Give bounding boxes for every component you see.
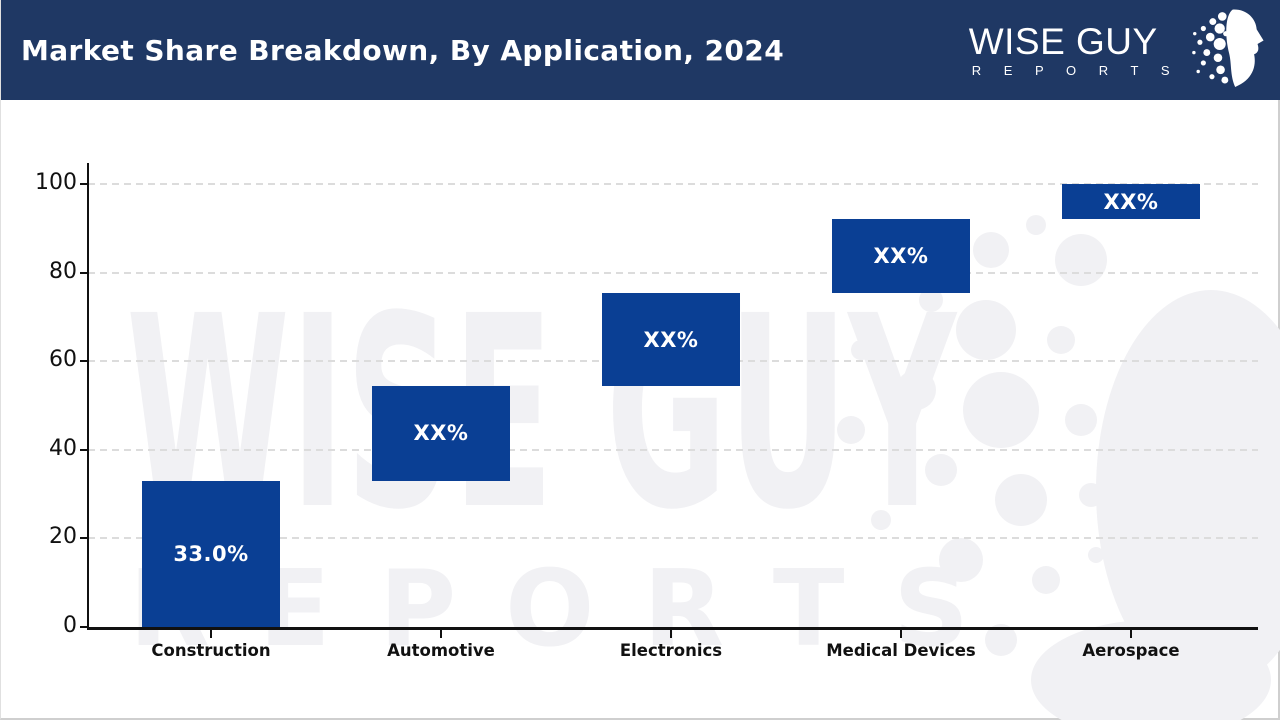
bar: XX% <box>372 385 510 481</box>
bar: XX% <box>602 293 740 386</box>
ytick-label: 0 <box>63 613 77 638</box>
bar: XX% <box>1062 184 1200 219</box>
bar-value-label: XX% <box>413 421 469 446</box>
xtick-mark <box>1130 630 1132 638</box>
ytick-label: 40 <box>49 435 77 461</box>
gridline <box>88 537 1258 540</box>
category-label: Electronics <box>619 641 723 660</box>
bar: XX% <box>832 218 970 294</box>
ytick-label: 20 <box>49 524 77 550</box>
y-axis-line <box>87 163 89 630</box>
logo-subtitle: R E P O R T S <box>971 62 1179 78</box>
ytick-mark <box>80 360 88 363</box>
xtick-mark <box>670 630 672 638</box>
bar-value-label: XX% <box>1103 189 1159 214</box>
ytick-mark <box>80 626 88 628</box>
category-label: Aerospace <box>1082 641 1180 660</box>
header-bar: Market Share Breakdown, By Application, … <box>1 0 1280 100</box>
gridline <box>88 271 1258 274</box>
ytick-mark <box>80 448 88 451</box>
page-title: Market Share Breakdown, By Application, … <box>21 33 785 67</box>
category-label: Construction <box>151 641 271 660</box>
ytick-mark <box>80 183 88 186</box>
gridline <box>88 448 1258 451</box>
category-label: Medical Devices <box>826 641 976 660</box>
xtick-mark <box>440 630 442 638</box>
x-axis-line <box>88 627 1258 630</box>
ytick-label: 100 <box>35 170 77 196</box>
category-label: Automotive <box>387 641 495 660</box>
ytick-mark <box>80 537 88 540</box>
gridline <box>88 183 1258 186</box>
xtick-mark <box>210 630 212 638</box>
bar-value-label: XX% <box>873 244 929 269</box>
ytick-label: 80 <box>49 258 77 284</box>
ytick-mark <box>80 271 88 274</box>
logo-wordmark: WISE GUY <box>968 20 1158 62</box>
bar: 33.0% <box>142 480 280 627</box>
xtick-mark <box>900 630 902 638</box>
wiseguy-head-icon <box>1192 9 1264 87</box>
bar-value-label: 33.0% <box>173 541 249 566</box>
bar-value-label: XX% <box>643 327 699 352</box>
ytick-label: 60 <box>49 347 77 373</box>
wiseguy-logo: WISE GUY R E P O R T S <box>969 7 1267 93</box>
